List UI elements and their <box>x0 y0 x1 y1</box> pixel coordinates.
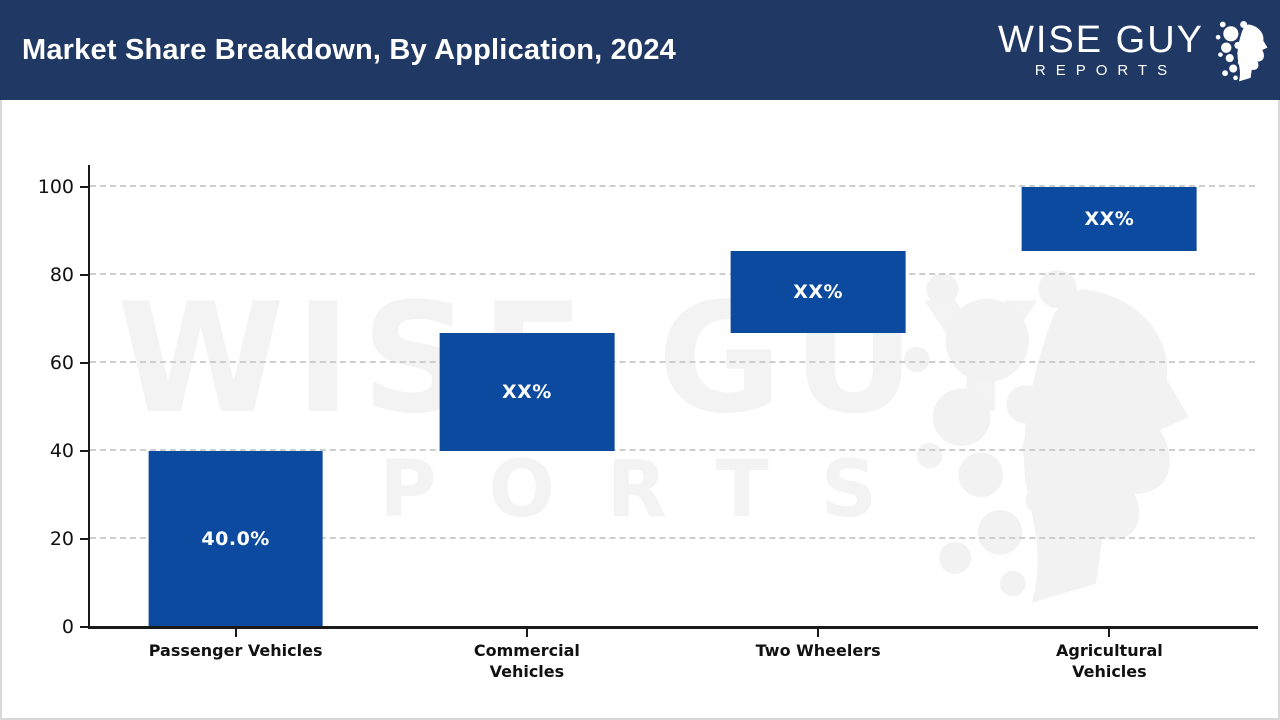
bar-value-label: XX% <box>501 381 552 404</box>
y-tick-mark <box>80 274 89 276</box>
x-tick-label: Agricultural Vehicles <box>1055 641 1163 681</box>
y-tick-mark <box>80 538 89 540</box>
bar-value-label: XX% <box>793 280 844 303</box>
x-axis-spine <box>88 626 1258 629</box>
y-tick-label: 20 <box>49 528 74 550</box>
logo-face-icon <box>1215 21 1268 82</box>
logo-wordmark-main: WISE GUY <box>997 19 1204 61</box>
y-tick-label: 40 <box>49 440 74 462</box>
gridline <box>90 185 1255 187</box>
x-tick-label: Passenger Vehicles <box>148 641 323 660</box>
y-tick-label: 80 <box>49 264 74 286</box>
bar-segment: 40.0% <box>148 451 323 627</box>
x-tick-mark <box>234 629 237 637</box>
x-tick-mark <box>1108 629 1111 637</box>
y-tick-label: 0 <box>61 616 74 638</box>
y-axis-spine <box>88 165 90 628</box>
bar-value-label: 40.0% <box>201 528 270 550</box>
logo-wordmark: WISE GUY REPORTS <box>998 21 1204 79</box>
gridline <box>90 273 1255 275</box>
x-tick-mark <box>817 629 820 637</box>
gridline <box>90 449 1255 451</box>
x-tick-label: Two Wheelers <box>755 641 881 660</box>
bar-segment: XX% <box>439 333 615 451</box>
x-tick-label: Commercial Vehicles <box>473 641 580 681</box>
y-tick-mark <box>80 186 89 188</box>
header: Market Share Breakdown, By Application, … <box>0 0 1280 100</box>
bar-segment: XX% <box>730 250 906 334</box>
y-tick-mark <box>80 362 89 364</box>
logo-wordmark-sub: REPORTS <box>1034 62 1178 79</box>
chart-area: WISE GUY REPORTS 40.0% XX% XX% XX% 0 20 40 60 8… <box>0 100 1280 720</box>
y-tick-label: 60 <box>49 352 74 374</box>
gridline <box>90 537 1255 539</box>
bar-value-label: XX% <box>1084 207 1135 230</box>
y-tick-mark <box>80 450 89 452</box>
bar-segment: XX% <box>1022 187 1197 251</box>
y-tick-mark <box>80 626 89 628</box>
logo: WISE GUY REPORTS <box>998 0 1268 100</box>
y-tick-label: 100 <box>37 176 74 198</box>
page-title: Market Share Breakdown, By Application, … <box>22 33 676 66</box>
x-tick-mark <box>525 629 528 637</box>
gridline <box>90 361 1255 363</box>
plot-area: 40.0% XX% XX% XX% <box>90 165 1255 627</box>
